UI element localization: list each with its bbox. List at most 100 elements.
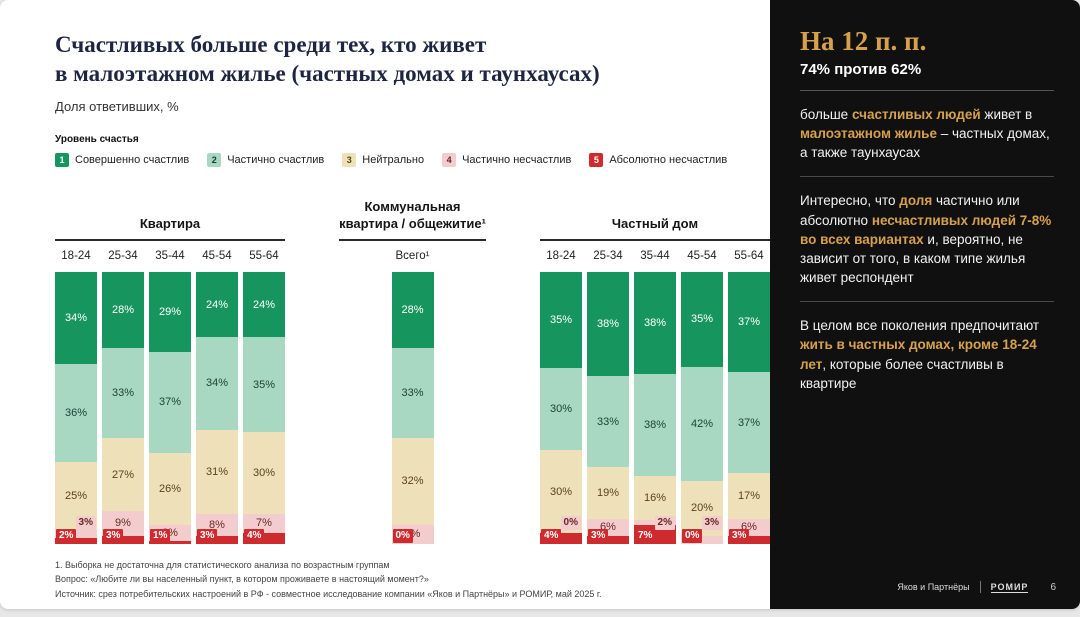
insight-paragraph: больше счастливых людей живет в малоэтаж… (800, 91, 1054, 176)
stacked-bar: 35% 42% 20% 3% 0% (681, 271, 723, 544)
age-labels-row: 18-24 25-34 35-44 45-54 55-64 (540, 241, 770, 272)
segment-value: 17% (737, 490, 761, 503)
bar-segment-neutral: 19% (587, 466, 629, 520)
footer-divider (979, 581, 981, 593)
bar-segment-completely-happy: 34% (55, 271, 97, 365)
panel-subheadline: 74% против 62% (800, 61, 1054, 91)
stacked-bar: 28%33%32%7%0% (391, 271, 434, 544)
segment-value: 32% (401, 475, 424, 488)
legend-item-partially-happy: 2 Частично счастлив (207, 152, 325, 167)
red-value-chip: 4% (541, 528, 562, 543)
footnote: Вопрос: «Любите ли вы населенный пункт, … (55, 574, 429, 585)
segment-value: 36% (64, 407, 88, 420)
pink-value-chip: 0% (560, 515, 581, 530)
segment-value: 28% (111, 303, 135, 316)
red-value-chip: 3% (103, 528, 124, 543)
panel-paragraphs: больше счастливых людей живет в малоэтаж… (800, 91, 1054, 407)
red-value-chip: 3% (197, 528, 218, 543)
segment-value: 19% (596, 487, 620, 500)
plain-text: – частных домах, а также таунхаусах (800, 126, 1050, 161)
segment-value: 20% (690, 502, 714, 515)
bar-segment-partially-unhappy: 7% (243, 513, 285, 533)
age-label: 45-54 (687, 249, 717, 262)
bar-segment-completely-happy: 35% (681, 271, 723, 368)
legend-title: Уровень счастья (55, 133, 139, 145)
bars-row: 34%36%25%3%2%28%33%27%9%3%29%37%26%6%1%2… (55, 271, 285, 544)
segment-value: 28% (401, 303, 424, 316)
slide-title-line2: в малоэтажном жилье (частных домах и тау… (55, 61, 600, 87)
insight-paragraph: В целом все поколения предпочитают жить … (800, 302, 1054, 407)
bar-segment-partially-happy: 36% (55, 364, 97, 463)
legend-swatch-partially-happy: 2 (207, 152, 222, 167)
age-label: 18-24 (546, 249, 576, 262)
footnotes: 1. Выборка не достаточна для статистичес… (55, 558, 745, 601)
segment-value: 8% (209, 518, 225, 531)
segment-value: 30% (252, 467, 276, 480)
bar-segment-partially-happy: 33% (587, 376, 629, 467)
segment-value: 34% (64, 312, 88, 325)
segment-value: 7% (256, 517, 272, 530)
chart-group: Коммунальная квартира / общежитие¹ Всего¹… (339, 183, 486, 544)
insight-panel: На 12 п. п. 74% против 62% больше счастл… (770, 0, 1080, 609)
segment-value: 37% (737, 316, 761, 329)
segment-value: 35% (549, 313, 573, 326)
stacked-bar: 34% 36% 25% 3% 2% (55, 271, 97, 544)
legend-swatch-absolutely-unhappy: 5 (589, 152, 604, 167)
legend-label-neutral: Нейтрально (362, 153, 425, 166)
panel-divider (800, 176, 1054, 178)
bar-segment-completely-happy: 24% (196, 271, 238, 338)
legend-label-partially-unhappy: Частично несчастлив (462, 153, 572, 166)
stacked-bar: 35% 30% 30% 0% 4% (540, 271, 582, 544)
pink-value-chip: 3% (75, 515, 96, 530)
highlighted-text: жить в частных домах, кроме 18-24 лет (800, 337, 1037, 372)
stacked-bar: 29%37%26%6%1% (149, 271, 191, 544)
segment-value: 9% (115, 517, 131, 530)
plain-text: В целом все поколения предпочитают (800, 318, 1040, 334)
bar-segment-completely-happy: 38% (587, 271, 629, 377)
segment-value: 33% (596, 415, 620, 428)
legend-item-neutral: 3 Нейтрально (342, 152, 425, 167)
bar-segment-neutral: 30% (243, 432, 285, 514)
segment-value: 33% (111, 386, 135, 399)
plain-text: больше (800, 107, 852, 122)
age-label: 55-64 (249, 249, 279, 262)
group-title: Частный дом (540, 183, 770, 241)
bar-segment-neutral: 31% (196, 429, 238, 514)
red-value-chip: 3% (588, 528, 609, 543)
segment-value: 30% (549, 403, 573, 416)
page-number: 6 (1050, 581, 1056, 593)
segment-value: 35% (252, 378, 276, 391)
bars-row: 35% 30% 30% 0% 4% 38% 33% 19% 6% 3% 38% 38% 16% 2% 7% 3… (540, 271, 770, 544)
highlighted-text: счастливых людей (851, 107, 981, 122)
red-value-chip: 1% (150, 528, 171, 543)
bar-segment-partially-happy: 34% (196, 337, 238, 430)
segment-value: 24% (252, 298, 276, 311)
legend-swatch-partially-unhappy: 4 (442, 152, 457, 167)
panel-footer: Яков и Партнёры РОМИР 6 (897, 581, 1056, 593)
panel-headline: На 12 п. п. (800, 26, 927, 56)
segment-value: 29% (158, 305, 182, 318)
legend-label-partially-happy: Частично счастлив (227, 153, 325, 166)
segment-value: 31% (205, 465, 229, 478)
legend-swatch-completely-happy: 1 (55, 152, 69, 167)
chart-group: Квартира 18-24 25-34 35-44 45-54 55-64 34% 36% 2… (55, 183, 285, 544)
red-value-chip: 0% (392, 528, 413, 543)
bar-segment-partially-happy: 30% (540, 368, 582, 451)
bar-segment-partially-happy: 33% (391, 348, 434, 438)
segment-value: 25% (64, 490, 88, 503)
segment-value: 24% (205, 298, 229, 311)
chart-section: Счастливых больше среди тех, кто живет в… (55, 32, 770, 601)
red-value-chip: 4% (244, 528, 265, 543)
age-label: 55-64 (734, 249, 764, 262)
group-title: Коммунальная квартира / общежитие¹ (339, 183, 486, 241)
red-value-chip: 7% (635, 528, 656, 543)
legend-swatch-neutral: 3 (342, 152, 357, 167)
plain-text: и, вероятно, не зависит от того, в каком… (800, 231, 1026, 286)
bar-segment-completely-happy: 38% (634, 271, 676, 375)
legend-label-completely-happy: Совершенно счастлив (75, 153, 190, 166)
plain-text: Интересно, что (800, 193, 900, 209)
segment-value: 16% (643, 492, 667, 505)
footnote: 1. Выборка не достаточна для статистичес… (55, 559, 390, 570)
slide-title-line1: Счастливых больше среди тех, кто живет (55, 32, 487, 57)
